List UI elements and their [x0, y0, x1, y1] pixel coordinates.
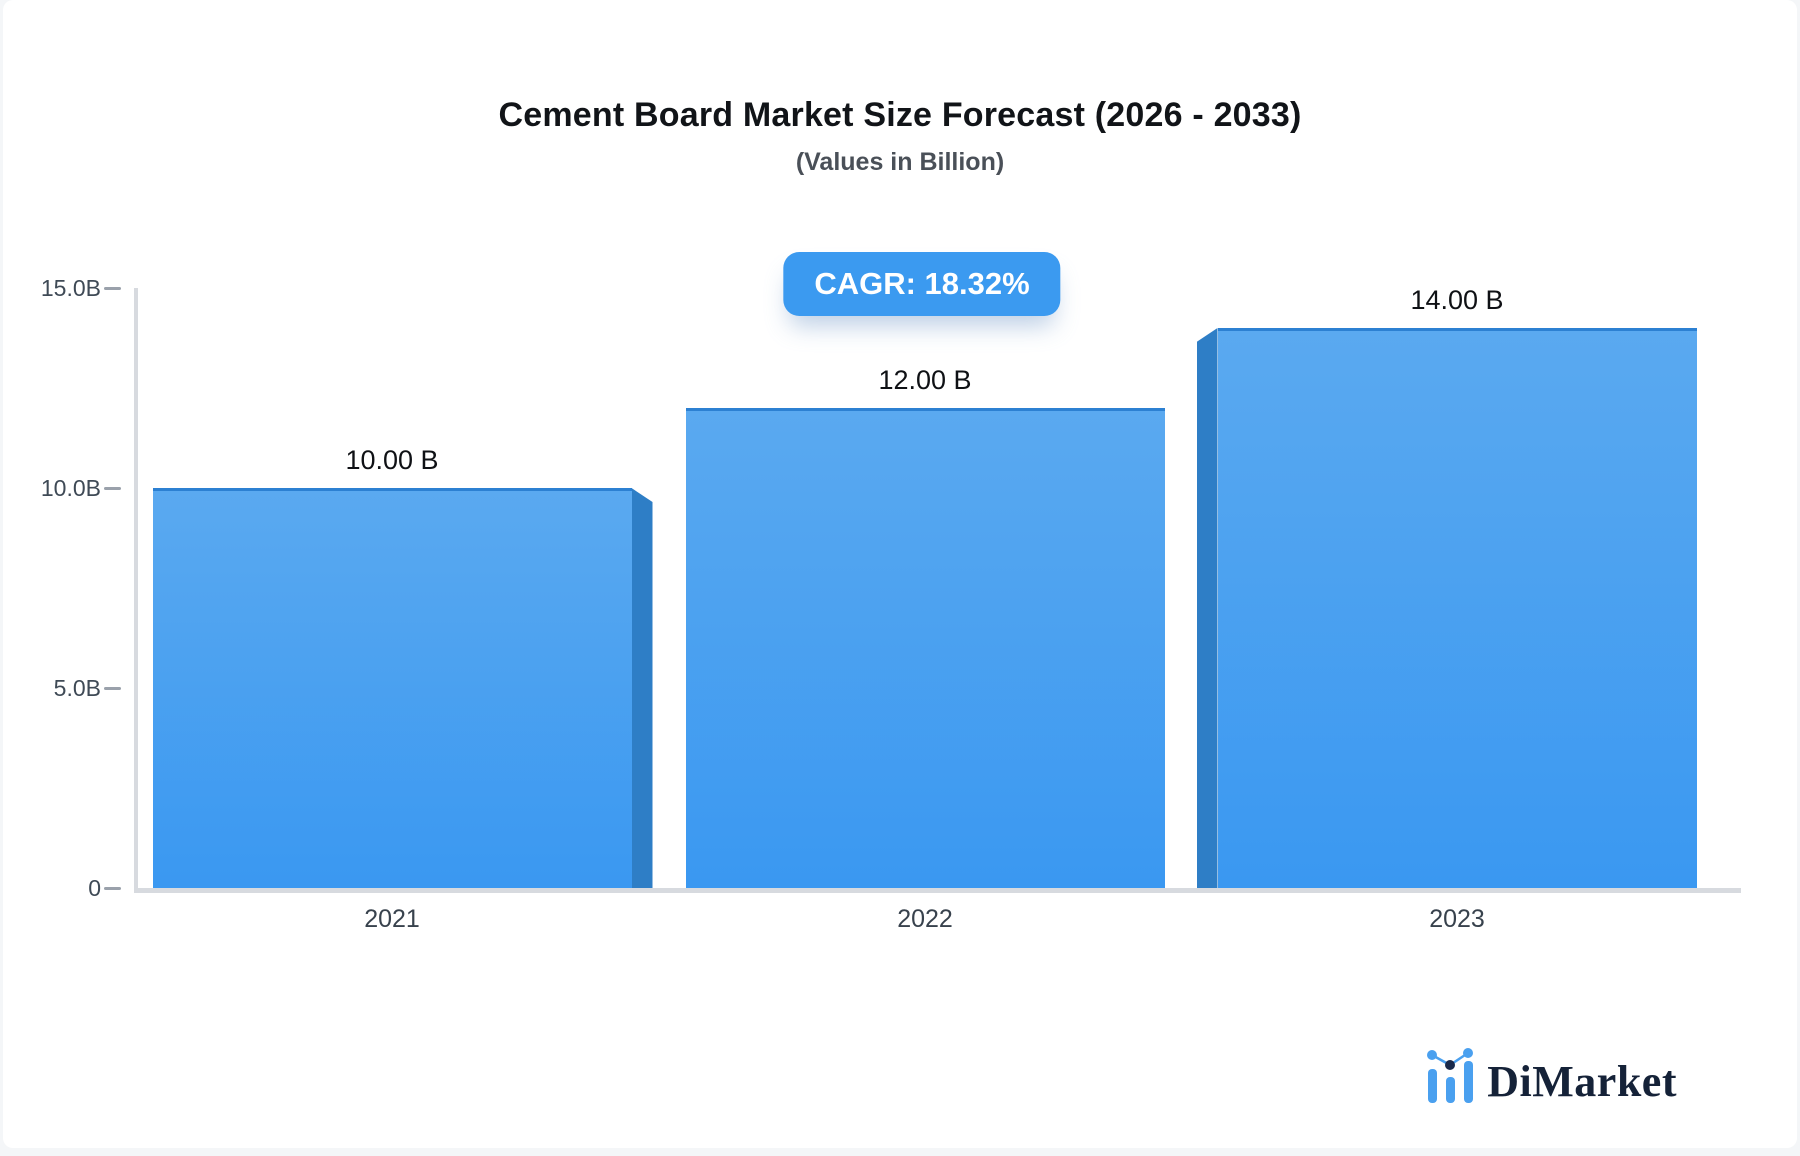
x-axis-label-2022: 2022 — [897, 905, 953, 933]
y-tick-mark — [104, 287, 121, 290]
x-axis-label-2021: 2021 — [364, 905, 420, 933]
y-axis-line — [134, 288, 138, 893]
y-tick-label: 15.0B — [40, 275, 101, 301]
bar-value-label-2023: 14.00 B — [1410, 285, 1504, 315]
chart-card: Cement Board Market Size Forecast (2026 … — [3, 0, 1797, 1148]
chart-title: Cement Board Market Size Forecast (2026 … — [498, 96, 1302, 134]
y-tick-mark — [104, 687, 121, 690]
x-axis-line — [134, 888, 1741, 893]
bar-2021 — [152, 488, 632, 888]
cagr-badge: CAGR: 18.32% — [783, 252, 1061, 316]
y-tick-mark — [104, 487, 121, 490]
bar-value-label-2022: 12.00 B — [878, 365, 972, 395]
brand-name: DiMarket — [1487, 1057, 1677, 1106]
dimarket-logo-icon — [1427, 1048, 1474, 1103]
y-tick-label: 10.0B — [40, 475, 101, 501]
bar-value-label-2021: 10.00 B — [345, 445, 439, 475]
x-axis-label-2023: 2023 — [1429, 905, 1485, 933]
bar-2022 — [685, 408, 1165, 888]
y-tick-mark — [104, 887, 121, 890]
bar-3d-side-2023 — [1196, 328, 1218, 888]
bar-2023 — [1217, 328, 1697, 888]
chart-subtitle: (Values in Billion) — [795, 148, 1005, 176]
bar-3d-side-2021 — [631, 488, 653, 888]
y-tick-label: 5.0B — [53, 675, 101, 701]
bar-chart-plot: 0 5.0B 10.0B 15.0B 10.00 B 2021 12.00 B 2022 14… — [3, 0, 1797, 1148]
y-tick-label: 0 — [88, 875, 101, 901]
brand-logo: DiMarket — [1427, 1048, 1677, 1104]
